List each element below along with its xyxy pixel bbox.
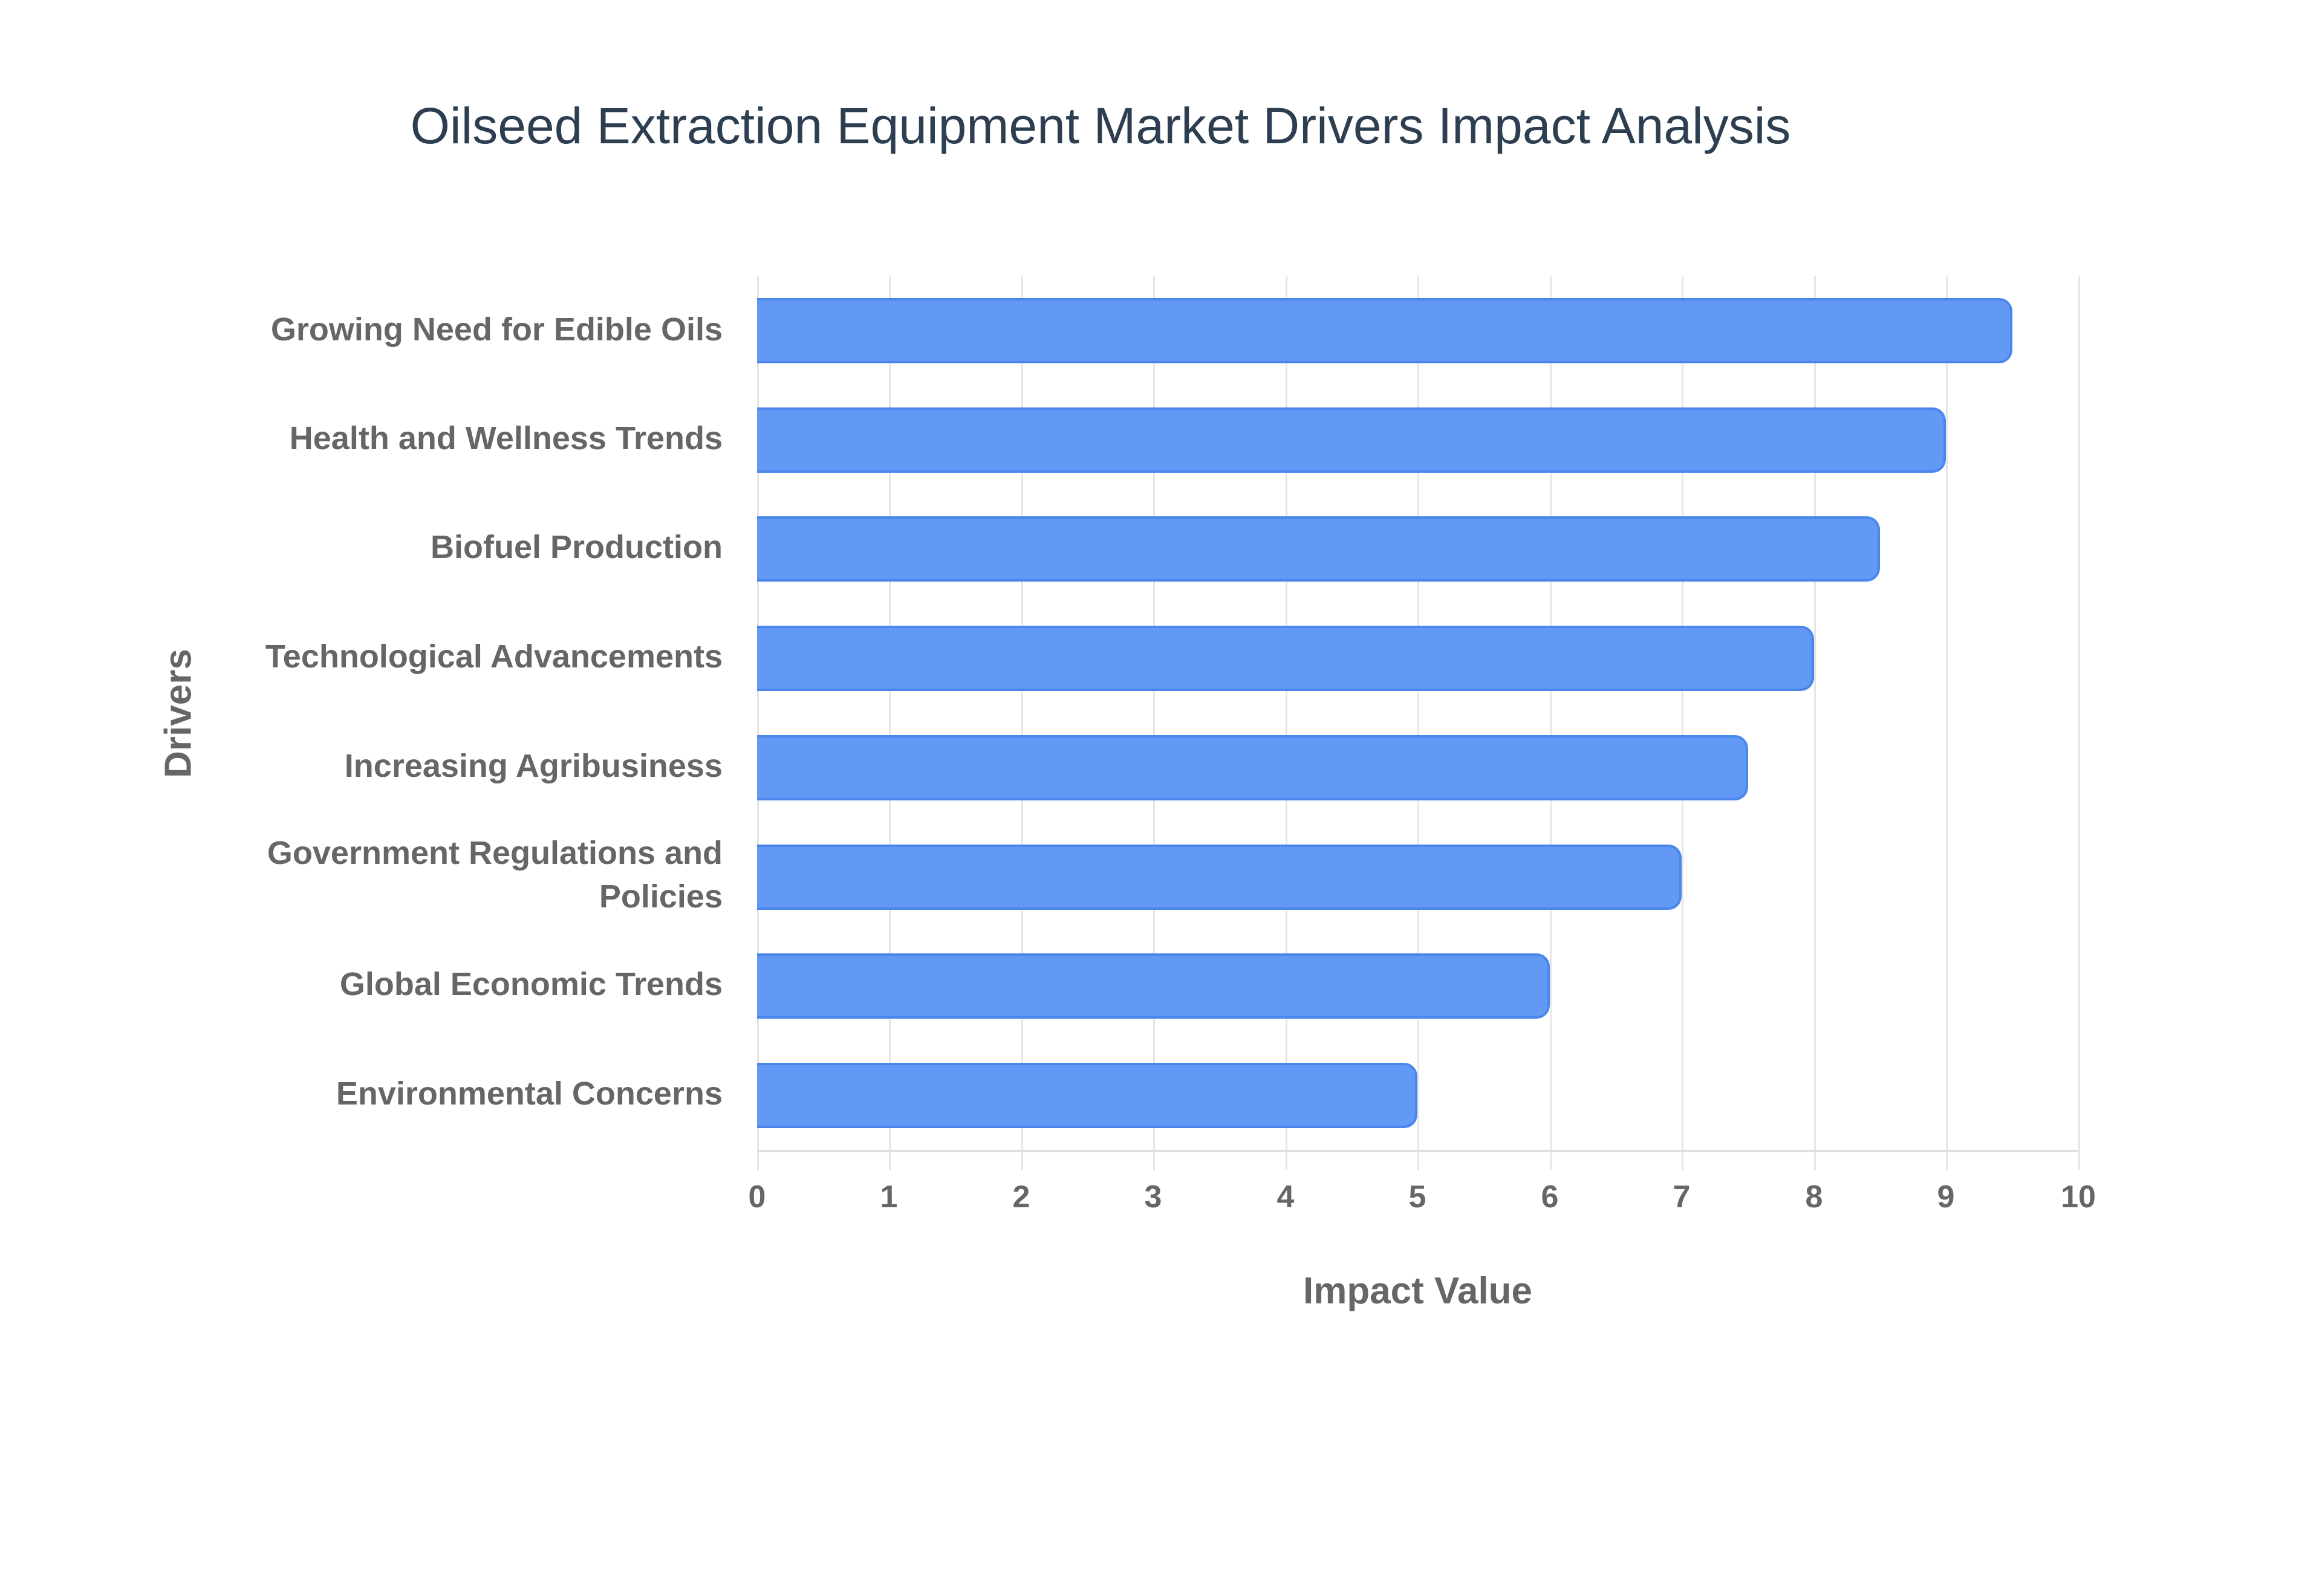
x-axis-title: Impact Value: [1302, 1270, 1533, 1312]
x-axis-line: [757, 1150, 2078, 1152]
gridline: [2078, 276, 2080, 1170]
gridline: [757, 276, 759, 1170]
bar-technological-advancements[interactable]: [757, 626, 1814, 691]
y-tick-label: Health and Wellness Trends: [289, 420, 723, 456]
gridline: [1946, 276, 1948, 1170]
x-tick-label: 9: [1937, 1179, 1955, 1215]
plot-area: [757, 276, 2080, 1170]
gridline: [889, 276, 891, 1170]
bar-biofuel-production[interactable]: [757, 516, 1880, 582]
y-axis-title: Drivers: [157, 649, 200, 778]
bar-health-and-wellness-trends[interactable]: [757, 407, 1946, 473]
bar-environmental-concerns[interactable]: [757, 1063, 1417, 1128]
y-tick-label: Environmental Concerns: [336, 1075, 723, 1112]
y-tick-label: Growing Need for Edible Oils: [270, 311, 723, 348]
gridline: [1286, 276, 1287, 1170]
bar-growing-need-for-edible-oils[interactable]: [757, 298, 2012, 363]
gridline: [1814, 276, 1816, 1170]
x-tick-label: 7: [1673, 1179, 1691, 1215]
y-tick-label: Biofuel Production: [431, 529, 723, 565]
chart-title: Oilseed Extraction Equipment Market Driv…: [410, 97, 1791, 154]
y-tick-label: Policies: [599, 878, 723, 915]
y-tick-label: Technological Advancements: [265, 638, 723, 675]
bar-government-regulations-and-policies[interactable]: [757, 845, 1682, 910]
x-tick-label: 6: [1541, 1179, 1559, 1215]
x-tick-label: 8: [1805, 1179, 1823, 1215]
x-tick-label: 3: [1144, 1179, 1162, 1215]
bar-increasing-agribusiness[interactable]: [757, 735, 1748, 800]
y-tick-label: Increasing Agribusiness: [344, 748, 723, 784]
bar-global-economic-trends[interactable]: [757, 953, 1550, 1019]
x-tick-label: 1: [880, 1179, 898, 1215]
gridline: [1550, 276, 1552, 1170]
x-tick-label: 4: [1276, 1179, 1295, 1215]
gridline: [1153, 276, 1155, 1170]
x-tick-label: 5: [1408, 1179, 1426, 1215]
y-tick-label: Global Economic Trends: [339, 966, 723, 1002]
x-tick-label: 2: [1012, 1179, 1030, 1215]
gridline: [1021, 276, 1023, 1170]
y-tick-label: Government Regulations and: [267, 835, 723, 871]
x-tick-label: 10: [2061, 1179, 2096, 1215]
gridline: [1682, 276, 1683, 1170]
gridline: [1417, 276, 1419, 1170]
x-tick-label: 0: [748, 1179, 766, 1215]
